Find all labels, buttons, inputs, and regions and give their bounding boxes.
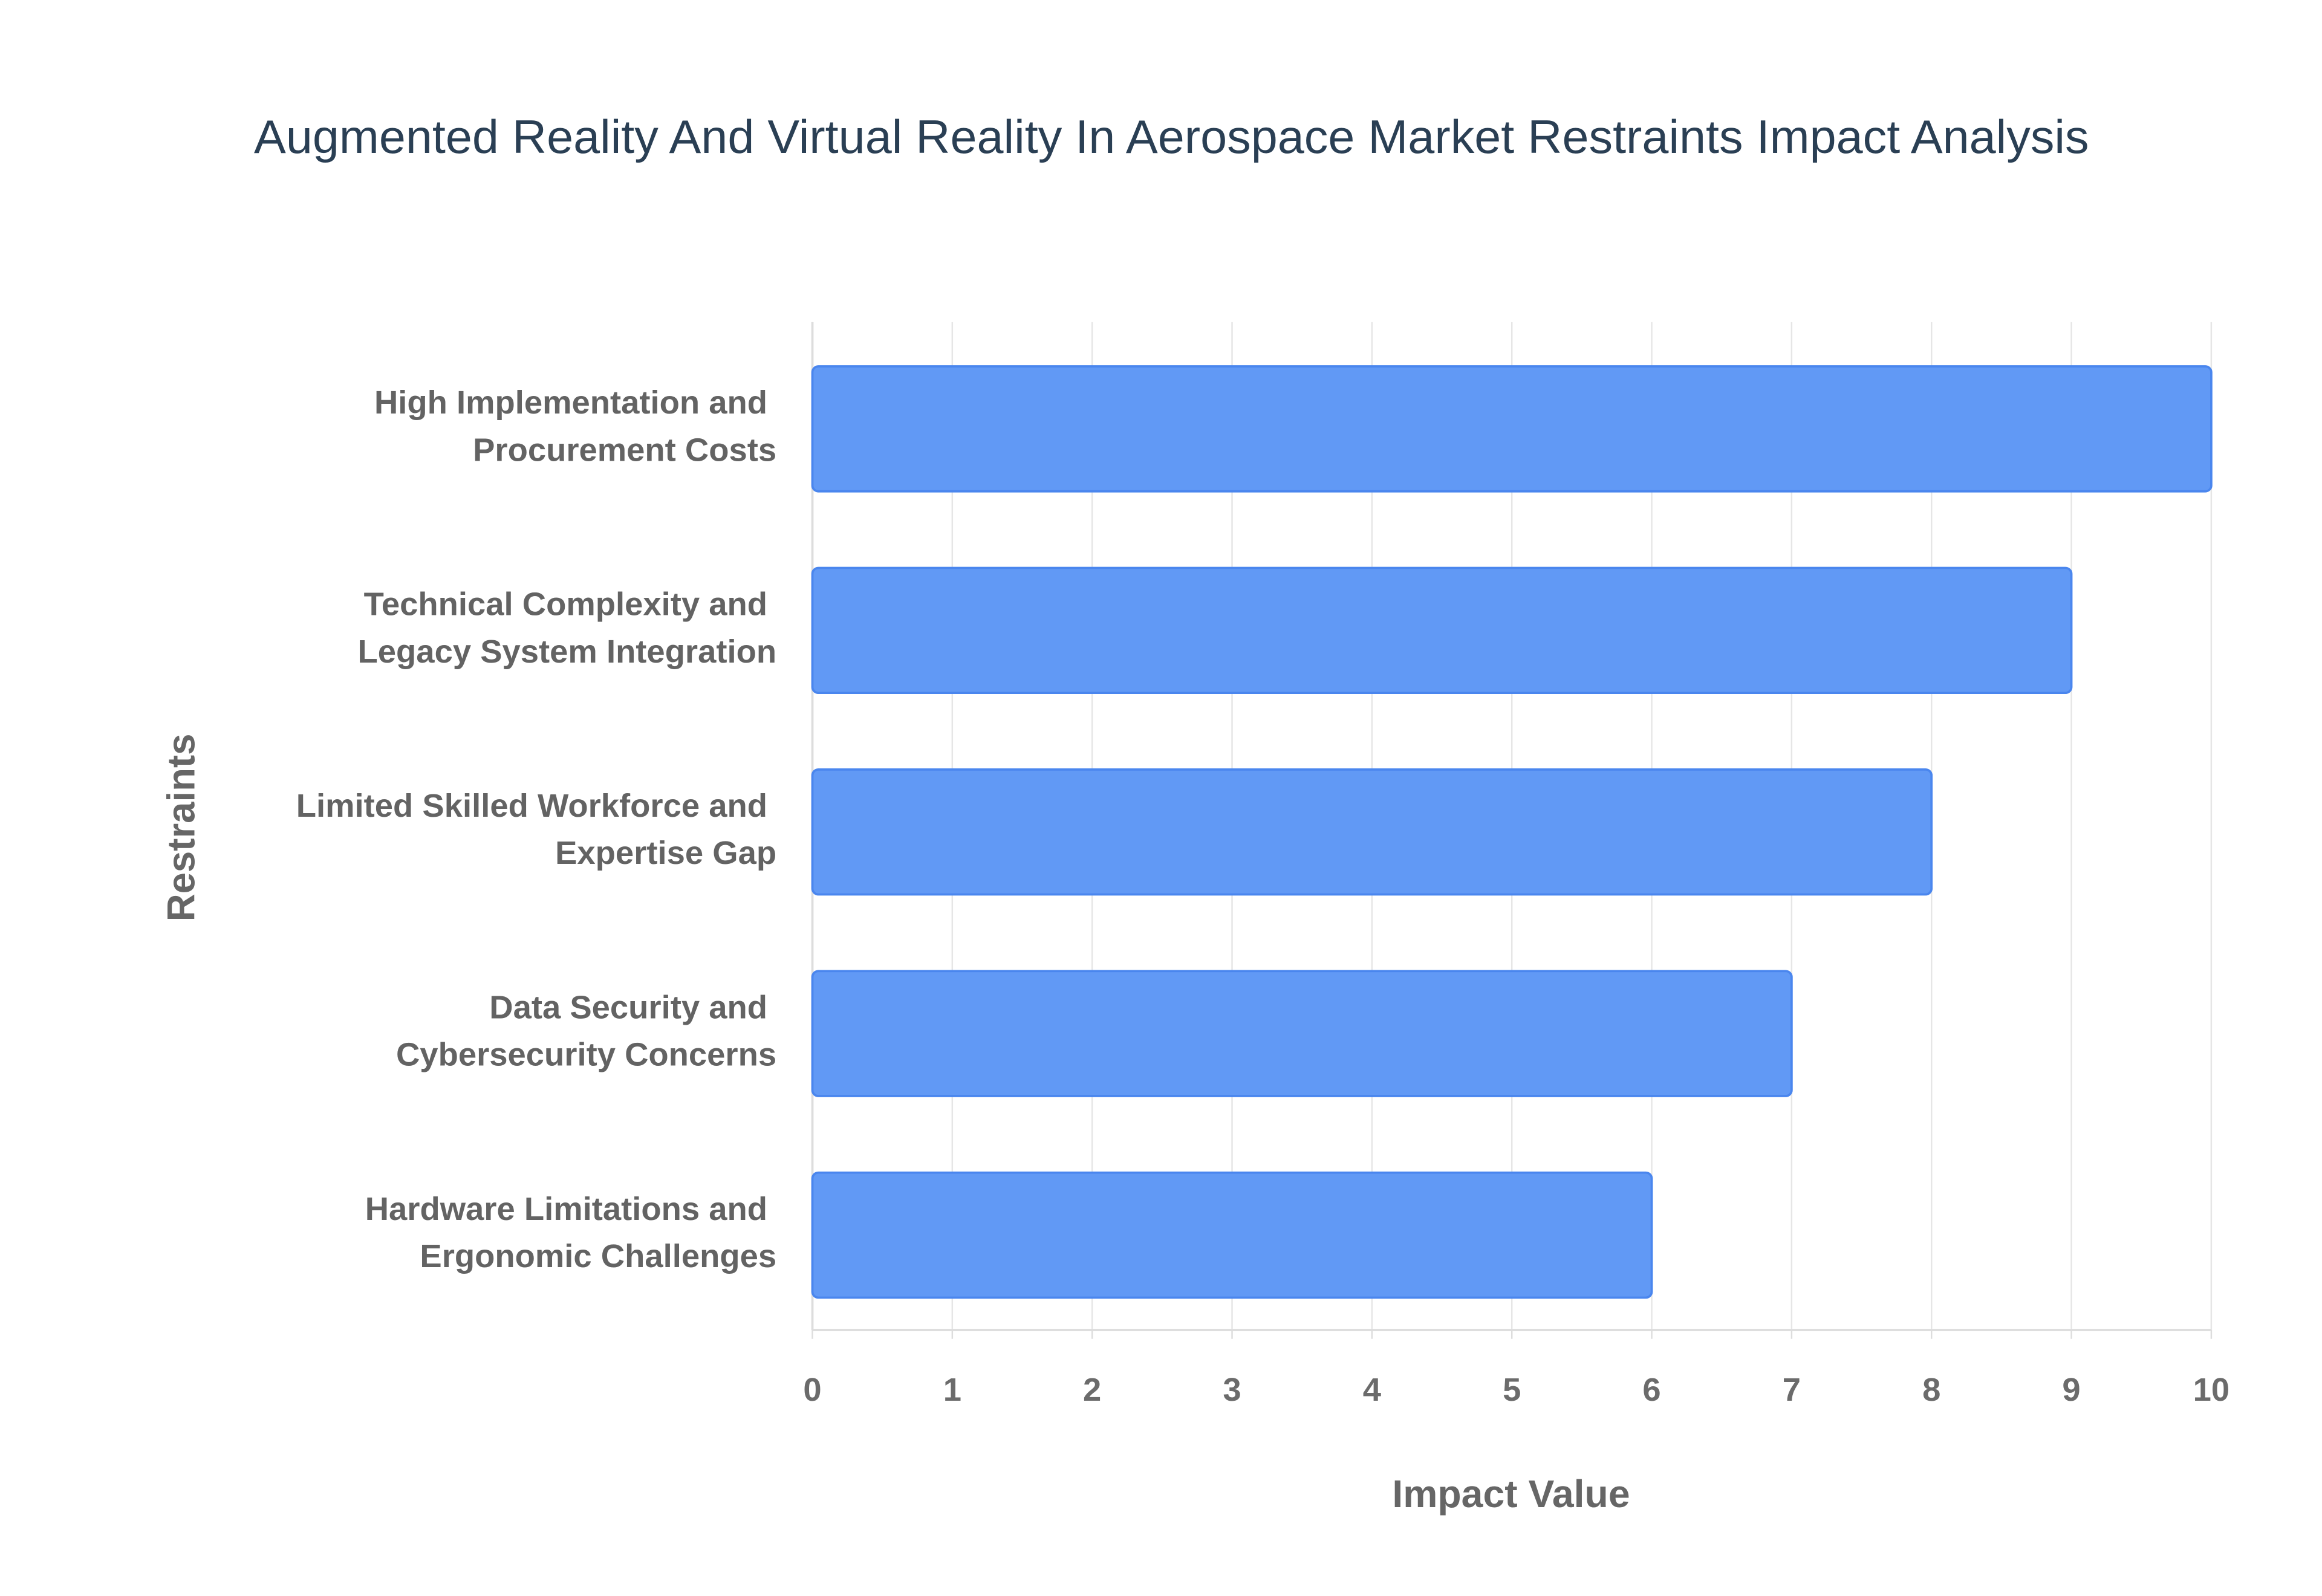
x-tick-label: 3 bbox=[1223, 1372, 1241, 1408]
x-axis-title: Impact Value bbox=[1392, 1472, 1630, 1516]
x-tick-label: 6 bbox=[1642, 1372, 1660, 1408]
bar bbox=[811, 566, 2073, 694]
x-tick-label: 4 bbox=[1363, 1372, 1381, 1408]
y-tick-label: Data Security and Cybersecurity Concerns bbox=[396, 990, 776, 1073]
x-tick-label: 0 bbox=[803, 1372, 821, 1408]
y-tick-label: Limited Skilled Workforce and Expertise … bbox=[296, 788, 776, 872]
x-tick-label: 5 bbox=[1503, 1372, 1521, 1408]
y-tick-label: Hardware Limitations and Ergonomic Chall… bbox=[365, 1191, 776, 1274]
x-tick-label: 8 bbox=[1922, 1372, 1940, 1408]
bar bbox=[811, 768, 1933, 896]
x-tick-label: 7 bbox=[1783, 1372, 1801, 1408]
y-tick-label: High Implementation and Procurement Cost… bbox=[374, 385, 776, 469]
x-tick-label: 9 bbox=[2062, 1372, 2080, 1408]
bar bbox=[811, 970, 1793, 1097]
chart-title: Augmented Reality And Virtual Reality In… bbox=[254, 110, 2089, 163]
bar bbox=[811, 365, 2213, 493]
x-tick-label: 2 bbox=[1083, 1372, 1101, 1408]
x-tick-label: 10 bbox=[2193, 1372, 2230, 1408]
y-axis-title: Restraints bbox=[159, 733, 203, 921]
y-tick-label: Technical Complexity and Legacy System I… bbox=[358, 586, 777, 670]
x-tick-label: 1 bbox=[943, 1372, 961, 1408]
bar bbox=[811, 1171, 1653, 1299]
